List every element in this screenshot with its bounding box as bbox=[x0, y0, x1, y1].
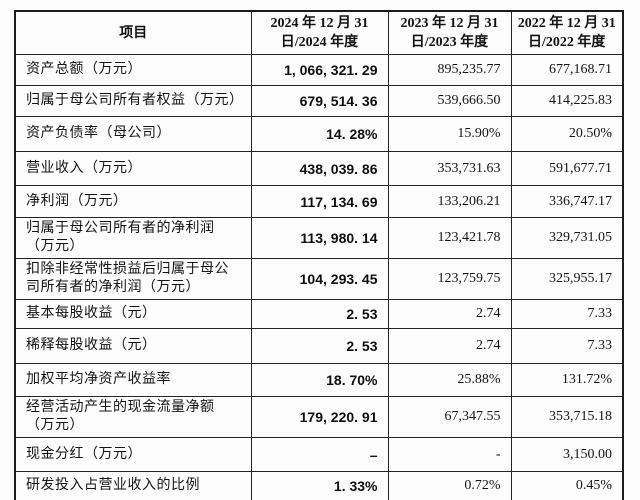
table-row-parent-equity: 归属于母公司所有者权益（万元） 679, 514. 36 539,666.50 … bbox=[14, 85, 624, 117]
row-label: 现金分红（万元） bbox=[14, 437, 252, 472]
cell-2023: - bbox=[387, 437, 512, 472]
cell-2024: 2. 53 bbox=[250, 299, 389, 329]
cell-2023: 67,347.55 bbox=[387, 396, 512, 438]
header-cell-2023: 2023 年 12 月 31 日/2023 年度 bbox=[387, 10, 512, 55]
cell-2024: 113, 980. 14 bbox=[250, 217, 389, 259]
cell-2022: 677,168.71 bbox=[510, 54, 624, 86]
table-header-row: 项目 2024 年 12 月 31 日/2024 年度 2023 年 12 月 … bbox=[14, 10, 624, 55]
cell-2023: 25.88% bbox=[387, 363, 512, 397]
cell-2022: 414,225.83 bbox=[510, 85, 624, 117]
row-label: 资产负债率（母公司） bbox=[14, 116, 252, 152]
cell-2024: 679, 514. 36 bbox=[250, 85, 389, 117]
cell-2022: 336,747.17 bbox=[510, 185, 624, 218]
row-label: 营业收入（万元） bbox=[14, 151, 252, 186]
table-row-basic-eps: 基本每股收益（元） 2. 53 2.74 7.33 bbox=[14, 299, 624, 329]
financial-summary-table: 项目 2024 年 12 月 31 日/2024 年度 2023 年 12 月 … bbox=[14, 10, 624, 500]
cell-2024: 438, 039. 86 bbox=[250, 151, 389, 186]
table-row-total-assets: 资产总额（万元） 1, 066, 321. 29 895,235.77 677,… bbox=[14, 54, 624, 86]
row-label: 归属于母公司所有者权益（万元） bbox=[14, 85, 252, 117]
cell-2024: – bbox=[250, 437, 389, 472]
table-row-revenue: 营业收入（万元） 438, 039. 86 353,731.63 591,677… bbox=[14, 151, 624, 186]
header-cell-item: 项目 bbox=[14, 10, 252, 55]
table-row-debt-ratio: 资产负债率（母公司） 14. 28% 15.90% 20.50% bbox=[14, 116, 624, 152]
cell-2023: 895,235.77 bbox=[387, 54, 512, 86]
cell-2022: 325,955.17 bbox=[510, 258, 624, 300]
row-label: 基本每股收益（元） bbox=[14, 299, 252, 329]
cell-2023: 2.74 bbox=[387, 328, 512, 364]
cell-2022: 0.45% bbox=[510, 471, 624, 500]
table-row-deducted-net-profit: 扣除非经常性损益后归属于母公司所有者的净利润（万元） 104, 293. 45 … bbox=[14, 258, 624, 300]
row-label: 加权平均净资产收益率 bbox=[14, 363, 252, 397]
cell-2023: 2.74 bbox=[387, 299, 512, 329]
cell-2023: 123,759.75 bbox=[387, 258, 512, 300]
cell-2023: 539,666.50 bbox=[387, 85, 512, 117]
cell-2023: 123,421.78 bbox=[387, 217, 512, 259]
header-cell-2024: 2024 年 12 月 31 日/2024 年度 bbox=[250, 10, 389, 55]
cell-2024: 1. 33% bbox=[250, 471, 389, 500]
cell-2022: 591,677.71 bbox=[510, 151, 624, 186]
cell-2024: 14. 28% bbox=[250, 116, 389, 152]
row-label: 归属于母公司所有者的净利润（万元） bbox=[14, 217, 252, 259]
cell-2022: 7.33 bbox=[510, 299, 624, 329]
cell-2023: 353,731.63 bbox=[387, 151, 512, 186]
cell-2022: 3,150.00 bbox=[510, 437, 624, 472]
row-label: 扣除非经常性损益后归属于母公司所有者的净利润（万元） bbox=[14, 258, 252, 300]
cell-2022: 7.33 bbox=[510, 328, 624, 364]
row-label: 研发投入占营业收入的比例 bbox=[14, 471, 252, 500]
cell-2023: 0.72% bbox=[387, 471, 512, 500]
table-row-rd-ratio: 研发投入占营业收入的比例 1. 33% 0.72% 0.45% bbox=[14, 471, 624, 500]
row-label: 经营活动产生的现金流量净额（万元） bbox=[14, 396, 252, 438]
cell-2024: 2. 53 bbox=[250, 328, 389, 364]
cell-2022: 131.72% bbox=[510, 363, 624, 397]
header-cell-2022: 2022 年 12 月 31 日/2022 年度 bbox=[510, 10, 624, 55]
row-label: 净利润（万元） bbox=[14, 185, 252, 218]
cell-2023: 15.90% bbox=[387, 116, 512, 152]
row-label: 稀释每股收益（元） bbox=[14, 328, 252, 364]
table-row-weighted-roe: 加权平均净资产收益率 18. 70% 25.88% 131.72% bbox=[14, 363, 624, 397]
cell-2023: 133,206.21 bbox=[387, 185, 512, 218]
table-row-parent-net-profit: 归属于母公司所有者的净利润（万元） 113, 980. 14 123,421.7… bbox=[14, 217, 624, 259]
cell-2022: 329,731.05 bbox=[510, 217, 624, 259]
table-row-diluted-eps: 稀释每股收益（元） 2. 53 2.74 7.33 bbox=[14, 328, 624, 364]
table-row-net-profit: 净利润（万元） 117, 134. 69 133,206.21 336,747.… bbox=[14, 185, 624, 218]
row-label: 资产总额（万元） bbox=[14, 54, 252, 86]
cell-2024: 1, 066, 321. 29 bbox=[250, 54, 389, 86]
cell-2024: 179, 220. 91 bbox=[250, 396, 389, 438]
cell-2022: 353,715.18 bbox=[510, 396, 624, 438]
cell-2024: 18. 70% bbox=[250, 363, 389, 397]
table-row-operating-cash-flow: 经营活动产生的现金流量净额（万元） 179, 220. 91 67,347.55… bbox=[14, 396, 624, 438]
cell-2022: 20.50% bbox=[510, 116, 624, 152]
cell-2024: 104, 293. 45 bbox=[250, 258, 389, 300]
table-row-cash-dividend: 现金分红（万元） – - 3,150.00 bbox=[14, 437, 624, 472]
cell-2024: 117, 134. 69 bbox=[250, 185, 389, 218]
